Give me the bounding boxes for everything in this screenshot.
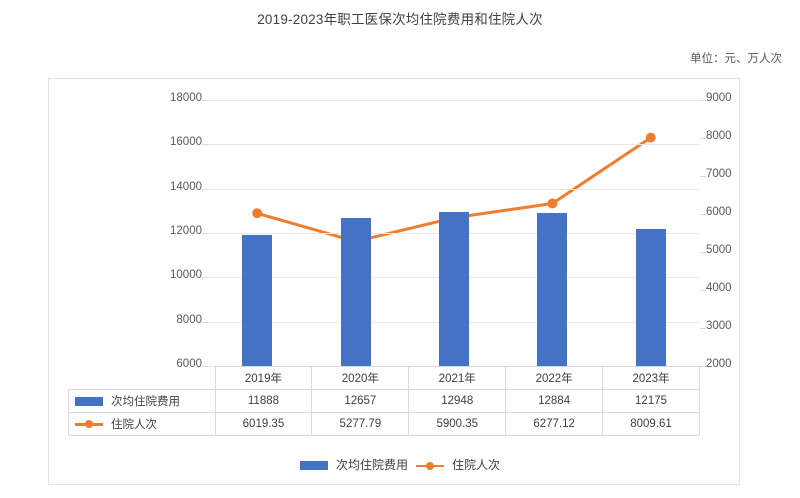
right-axis-tick-label: 4000 <box>706 282 732 294</box>
table-cell-r0-c1: 12657 <box>311 389 410 413</box>
plot-area <box>202 100 706 367</box>
table-row-label: 次均住院费用 <box>68 389 216 413</box>
table-header-2019年: 2019年 <box>214 366 313 390</box>
right-axis-tick <box>700 252 706 253</box>
bar-2021年 <box>439 212 469 366</box>
legend-item-住院人次[interactable]: 住院人次 <box>416 456 500 473</box>
table-header-2023年: 2023年 <box>602 366 700 390</box>
right-axis-tick <box>700 290 706 291</box>
left-axis-tick-label: 18000 <box>170 92 202 104</box>
left-axis-tick-label: 6000 <box>176 358 202 370</box>
unit-note: 单位：元、万人次 <box>690 53 782 65</box>
table-header-2020年: 2020年 <box>311 366 410 390</box>
series-name: 次均住院费用 <box>111 396 180 408</box>
chart-legend: 次均住院费用 住院人次 <box>0 456 800 473</box>
right-axis-tick-label: 2000 <box>706 358 732 370</box>
table-cell-r0-c0: 11888 <box>214 389 313 413</box>
left-axis-tick <box>202 233 208 234</box>
left-axis-labels: 6000 8000 10000 12000 14000 16000 18000 <box>150 92 202 370</box>
legend-swatch-line <box>75 419 103 429</box>
right-axis-tick-label: 7000 <box>706 168 732 180</box>
left-axis-tick <box>202 144 208 146</box>
bar-2022年 <box>537 213 568 366</box>
table-cell-r1-c0: 6019.35 <box>214 412 313 436</box>
right-axis-tick-label: 6000 <box>706 206 732 218</box>
right-axis-tick-label: 8000 <box>706 130 732 142</box>
gridline <box>208 144 700 146</box>
table-cell-r1-c2: 5900.35 <box>408 412 507 436</box>
table-cell-r0-c4: 12175 <box>602 389 700 413</box>
right-axis-tick <box>700 176 706 177</box>
table-cell-r1-c3: 6277.12 <box>505 412 604 436</box>
legend-swatch-line <box>416 461 444 471</box>
right-axis-tick-label: 9000 <box>706 92 732 104</box>
left-axis-tick-label: 12000 <box>170 225 202 237</box>
line-marker-2019年 <box>252 208 263 219</box>
left-axis-tick <box>202 277 208 279</box>
table-cell-r0-c3: 12884 <box>505 389 604 413</box>
line-marker-2022年 <box>547 198 558 209</box>
right-axis-tick <box>700 100 706 101</box>
gridline <box>208 188 700 190</box>
left-axis-tick <box>202 188 208 190</box>
legend-swatch-bar <box>75 396 103 406</box>
gridline <box>208 100 700 101</box>
left-axis-tick <box>202 100 208 101</box>
line-marker-2023年 <box>645 132 656 143</box>
right-axis-tick <box>700 214 706 215</box>
left-axis-tick <box>202 321 208 323</box>
left-axis-tick-label: 16000 <box>170 136 202 149</box>
table-cell-r1-c1: 5277.79 <box>311 412 410 436</box>
bar-2023年 <box>635 229 666 366</box>
table-cell-r0-c2: 12948 <box>408 389 507 413</box>
table-header-2021年: 2021年 <box>408 366 507 390</box>
bar-2020年 <box>340 218 371 366</box>
legend-swatch-bar <box>299 461 328 471</box>
legend-item-次均住院费用[interactable]: 次均住院费用 <box>299 456 408 473</box>
left-axis-tick <box>202 366 208 367</box>
table-cell-r1-c4: 8009.61 <box>602 412 700 436</box>
left-axis-tick-label: 14000 <box>170 180 202 193</box>
bar-2019年 <box>242 235 273 366</box>
legend-item-label: 次均住院费用 <box>335 458 408 472</box>
right-axis-tick <box>700 366 706 367</box>
table-row: 次均住院费用 11888 12657 12948 12884 12175 <box>68 389 700 413</box>
series-name: 住院人次 <box>111 419 157 431</box>
table-corner-cell: . <box>69 367 216 390</box>
left-axis-tick-label: 10000 <box>170 269 202 282</box>
right-axis-labels: 2000 3000 4000 5000 6000 7000 8000 9000 <box>706 92 758 370</box>
legend-item-label: 住院人次 <box>452 458 501 472</box>
left-axis-tick-label: 8000 <box>176 313 202 326</box>
right-axis-tick-label: 3000 <box>706 320 732 332</box>
page-title: 2019-2023年职工医保次均住院费用和住院人次 <box>257 12 543 27</box>
right-axis-tick-label: 5000 <box>706 244 732 256</box>
right-axis-tick <box>700 138 706 139</box>
table-row: 住院人次 6019.35 5277.79 5900.35 6277.12 8009.61 <box>68 412 700 436</box>
table-row-label: 住院人次 <box>68 412 216 436</box>
table-header-2022年: 2022年 <box>505 366 604 390</box>
right-axis-tick <box>700 328 706 329</box>
